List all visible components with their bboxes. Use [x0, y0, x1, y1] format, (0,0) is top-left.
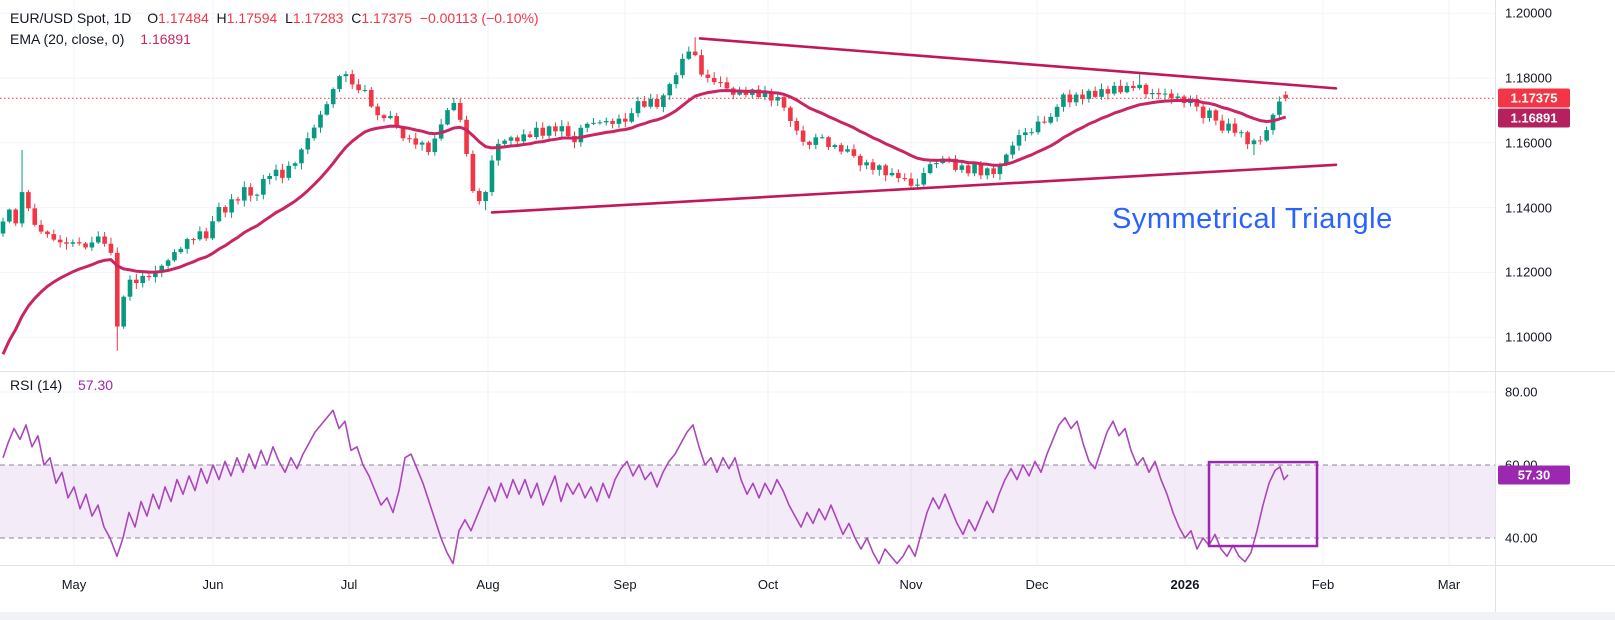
symbol-title[interactable]: EUR/USD Spot, 1D	[10, 10, 132, 26]
bottom-strip	[0, 612, 1615, 620]
time-label: 2026	[1170, 577, 1200, 592]
time-label: Dec	[1025, 577, 1049, 592]
time-label: Nov	[899, 577, 923, 592]
ema-legend[interactable]: EMA (20, close, 0) 1.16891	[10, 31, 191, 47]
time-label: Jun	[202, 577, 224, 592]
last-price-tag: 1.17375	[1498, 88, 1570, 108]
symbol-legend[interactable]: EUR/USD Spot, 1D O1.17484 H1.17594 L1.17…	[10, 10, 539, 26]
price-axis-separator	[1495, 0, 1496, 620]
ohlc-close: C1.17375	[351, 10, 412, 26]
time-label: Oct	[757, 577, 779, 592]
price-tick-label: 1.12000	[1505, 264, 1552, 280]
rsi-tick-label: 40.00	[1505, 530, 1538, 546]
pane-separator[interactable]	[0, 371, 1615, 372]
triangle-lower-trendline[interactable]	[490, 163, 1338, 214]
time-axis-separator	[0, 565, 1615, 566]
rsi-highlight-box[interactable]	[1207, 460, 1319, 548]
ohlc-high: H1.17594	[216, 10, 278, 26]
time-label: Feb	[1311, 577, 1335, 592]
rsi-legend[interactable]: RSI (14) 57.30	[10, 377, 113, 393]
rsi-tick-label: 80.00	[1505, 384, 1538, 400]
triangle-upper-trendline[interactable]	[698, 37, 1338, 90]
chart-canvas[interactable]	[0, 0, 1495, 612]
time-axis[interactable]: May Jun Jul Aug Sep Oct Nov Dec 2026 Feb Mar	[0, 566, 1496, 612]
candles	[0, 37, 1288, 351]
symmetrical-triangle-label[interactable]: Symmetrical Triangle	[1112, 203, 1393, 235]
rsi-value-tag: 57.30	[1498, 465, 1570, 485]
time-label: May	[61, 577, 87, 592]
price-tick-label: 1.14000	[1505, 200, 1552, 216]
time-label: Jul	[340, 577, 358, 592]
rsi-value: 57.30	[78, 377, 114, 393]
rsi-label[interactable]: RSI (14)	[10, 377, 63, 393]
ohlc-low: L1.17283	[285, 10, 344, 26]
time-label: Aug	[476, 577, 500, 592]
ema-line	[1, 89, 1287, 355]
price-axis[interactable]: 1.20000 1.18000 1.16000 1.14000 1.12000 1.100…	[1496, 0, 1615, 620]
ema-value: 1.16891	[140, 31, 191, 47]
change-value: −0.00113 (−0.10%)	[419, 10, 539, 26]
price-tick-label: 1.16000	[1505, 135, 1552, 151]
ema-price-tag: 1.16891	[1498, 108, 1570, 128]
grid	[0, 0, 1495, 565]
price-tick-label: 1.18000	[1505, 70, 1552, 86]
time-label: Sep	[613, 577, 637, 592]
rsi-line	[2, 409, 1289, 565]
price-tick-label: 1.10000	[1505, 329, 1552, 345]
ohlc-open: O1.17484	[147, 10, 209, 26]
rsi-band	[0, 465, 1495, 538]
ema-label[interactable]: EMA (20, close, 0)	[10, 31, 125, 47]
time-label: Mar	[1437, 577, 1461, 592]
price-tick-label: 1.20000	[1505, 5, 1552, 21]
